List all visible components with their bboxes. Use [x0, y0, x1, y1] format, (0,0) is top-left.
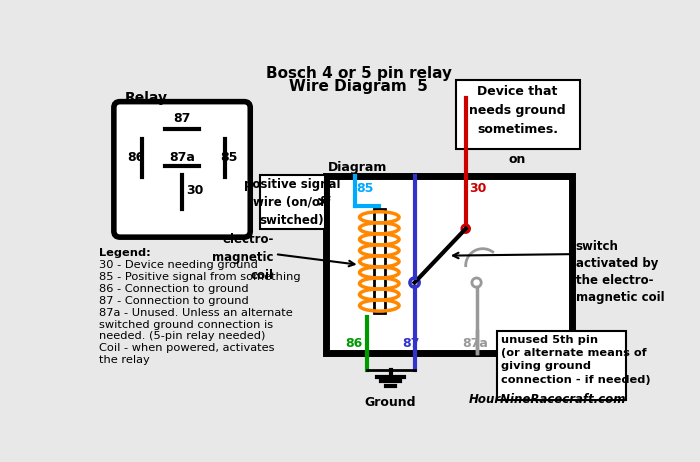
Text: 87 - Connection to ground: 87 - Connection to ground	[99, 296, 249, 306]
Text: 87: 87	[402, 337, 419, 350]
Text: Ground: Ground	[365, 396, 416, 409]
Text: switch
activated by
the electro-
magnetic coil: switch activated by the electro- magneti…	[575, 240, 664, 304]
Text: 87a - Unused. Unless an alternate: 87a - Unused. Unless an alternate	[99, 308, 293, 317]
Text: Coil - when powered, activates: Coil - when powered, activates	[99, 343, 274, 353]
Text: Legend:: Legend:	[99, 248, 151, 258]
Text: 85: 85	[220, 151, 238, 164]
Text: unused 5th pin
(or alternate means of
giving ground
connection - if needed): unused 5th pin (or alternate means of gi…	[500, 335, 650, 384]
Text: the relay: the relay	[99, 355, 150, 365]
Text: 30: 30	[470, 182, 487, 195]
FancyBboxPatch shape	[114, 102, 251, 237]
Text: 85: 85	[356, 182, 374, 195]
Text: 86: 86	[127, 151, 144, 164]
Bar	[456, 80, 580, 149]
Bar	[326, 176, 572, 353]
Text: needed. (5-pin relay needed): needed. (5-pin relay needed)	[99, 332, 265, 341]
Bar	[497, 331, 626, 401]
Text: positive signal
wire (on/off
switched): positive signal wire (on/off switched)	[244, 178, 340, 227]
Text: Bosch 4 or 5 pin relay: Bosch 4 or 5 pin relay	[266, 66, 452, 81]
Text: 86 - Connection to ground: 86 - Connection to ground	[99, 284, 248, 294]
Text: HourNineRacecraft.com: HourNineRacecraft.com	[468, 393, 626, 406]
Text: 85 - Positive signal from something: 85 - Positive signal from something	[99, 272, 301, 282]
Text: Diagram: Diagram	[328, 161, 387, 174]
Text: 86: 86	[345, 337, 363, 350]
Text: Relay: Relay	[125, 91, 168, 105]
Text: electro-
magnetic
coil: electro- magnetic coil	[212, 232, 274, 281]
Text: 87a: 87a	[462, 337, 488, 350]
Text: Wire Diagram  5: Wire Diagram 5	[289, 79, 428, 93]
Text: switched ground connection is: switched ground connection is	[99, 320, 273, 329]
Text: 30: 30	[186, 184, 203, 197]
Text: Device that
needs ground
sometimes.: Device that needs ground sometimes.	[469, 85, 566, 136]
Bar	[374, 209, 385, 313]
Text: 87: 87	[174, 112, 190, 125]
Text: 30 - Device needing ground: 30 - Device needing ground	[99, 260, 258, 270]
Text: on: on	[509, 153, 526, 166]
Text: 87a: 87a	[169, 151, 195, 164]
Bar	[260, 175, 325, 229]
